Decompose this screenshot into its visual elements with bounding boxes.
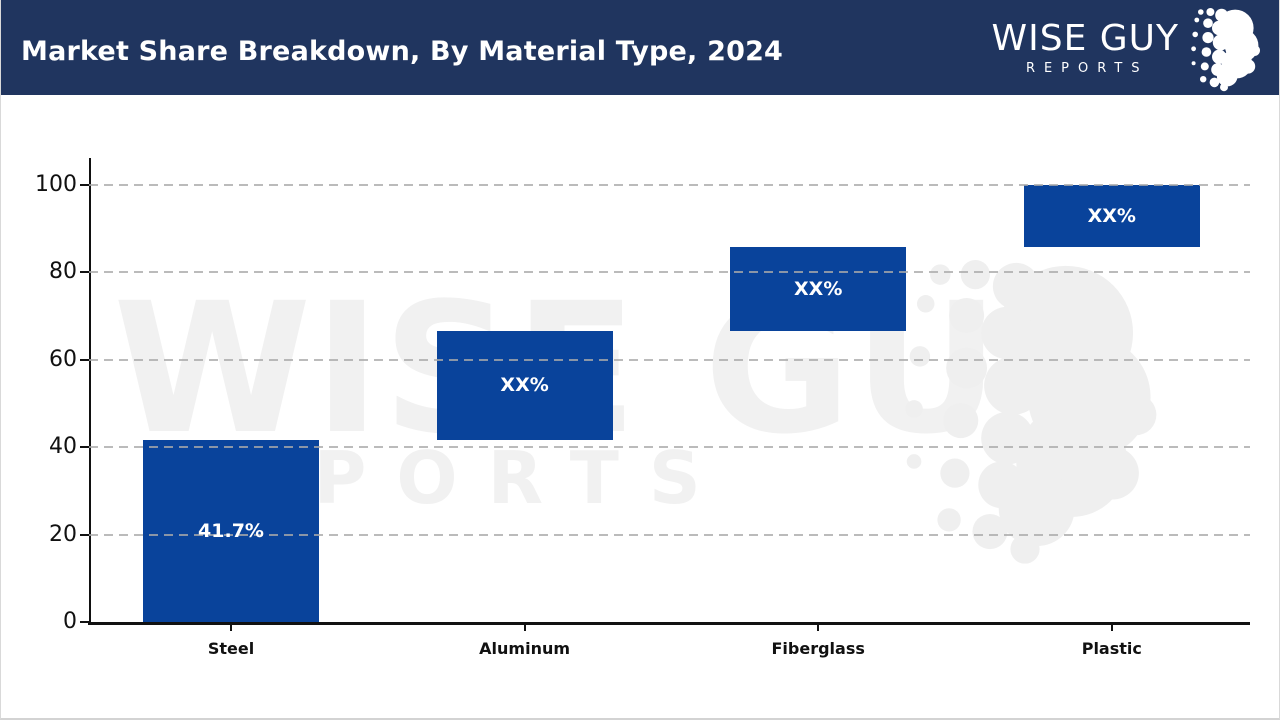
x-tick-label-aluminum: Aluminum: [479, 639, 571, 658]
y-axis-line: [89, 158, 91, 624]
bar-aluminum: [436, 330, 613, 440]
x-tick-label-plastic: Plastic: [1081, 639, 1142, 658]
x-tick-mark-fiberglass: [817, 624, 820, 631]
y-tick-label-80: 80: [49, 259, 77, 285]
y-tick-label-40: 40: [49, 434, 77, 460]
logo-dotted-face-icon: [1191, 8, 1260, 92]
gridline-20: [89, 533, 1250, 536]
bar-steel: [143, 439, 319, 622]
y-tick-label-100: 100: [35, 172, 77, 197]
gridline-100: [89, 184, 1250, 186]
header-bar: Market Share Breakdown, By Material Type…: [1, 0, 1279, 95]
y-tick-mark-60: [80, 358, 89, 361]
y-tick-label-0: 0: [63, 609, 77, 634]
logo-subtitle-text: REPORTS: [1025, 60, 1149, 76]
bar-label-aluminum: XX%: [500, 374, 549, 397]
y-tick-mark-40: [80, 446, 89, 449]
bar-fiberglass: [730, 247, 907, 331]
watermark-dotted-face-logo: [905, 260, 1157, 564]
x-tick-mark-aluminum: [523, 624, 526, 631]
x-tick-mark-steel: [230, 624, 232, 631]
page-title: Market Share Breakdown, By Material Type…: [21, 36, 784, 67]
bar-label-steel: 41.7%: [198, 519, 264, 542]
y-tick-mark-80: [80, 271, 89, 274]
bar-label-plastic: XX%: [1087, 205, 1136, 228]
y-tick-label-60: 60: [49, 346, 77, 372]
bar-plastic: [1023, 185, 1200, 248]
x-tick-label-fiberglass: Fiberglass: [771, 639, 865, 658]
gridline-80: [89, 271, 1250, 274]
logo-name-text: WISE GUY: [991, 17, 1179, 59]
wise-guy-reports-logo: WISE GUY REPORTS: [992, 4, 1268, 92]
x-axis-line: [88, 622, 1250, 625]
y-tick-mark-0: [80, 621, 89, 623]
gridline-60: [89, 358, 1250, 361]
y-tick-label-20: 20: [49, 521, 77, 547]
x-tick-label-steel: Steel: [207, 639, 255, 658]
y-tick-mark-100: [80, 184, 89, 186]
logo-text-block: WISE GUY REPORTS: [991, 17, 1180, 76]
gridline-40: [89, 446, 1250, 449]
y-tick-mark-20: [80, 533, 89, 536]
bar-label-fiberglass: XX%: [794, 278, 843, 300]
x-tick-mark-plastic: [1110, 624, 1113, 631]
